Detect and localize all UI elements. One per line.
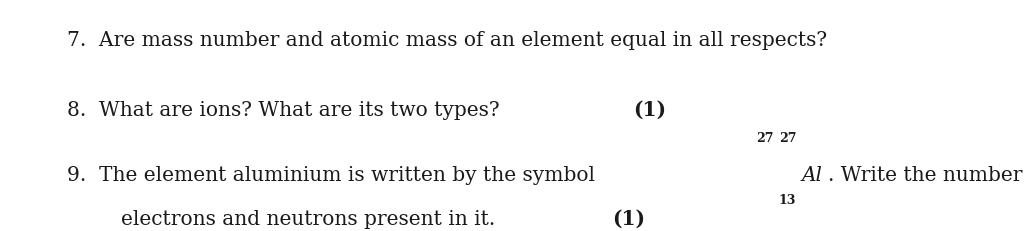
Text: electrons and neutrons present in it.: electrons and neutrons present in it. bbox=[121, 209, 502, 228]
Text: (1): (1) bbox=[633, 100, 666, 119]
Text: . Write the number of protons,: . Write the number of protons, bbox=[828, 165, 1024, 184]
Text: 8.  What are ions? What are its two types?: 8. What are ions? What are its two types… bbox=[67, 100, 506, 119]
Text: Al: Al bbox=[801, 165, 822, 184]
Text: 7.  Are mass number and atomic mass of an element equal in all respects?: 7. Are mass number and atomic mass of an… bbox=[67, 31, 834, 50]
Text: (1): (1) bbox=[612, 208, 645, 228]
Text: 9.  The element aluminium is written by the symbol: 9. The element aluminium is written by t… bbox=[67, 165, 601, 184]
Text: 27: 27 bbox=[756, 131, 773, 144]
Text: 27: 27 bbox=[778, 131, 796, 144]
Text: 13: 13 bbox=[778, 193, 796, 206]
